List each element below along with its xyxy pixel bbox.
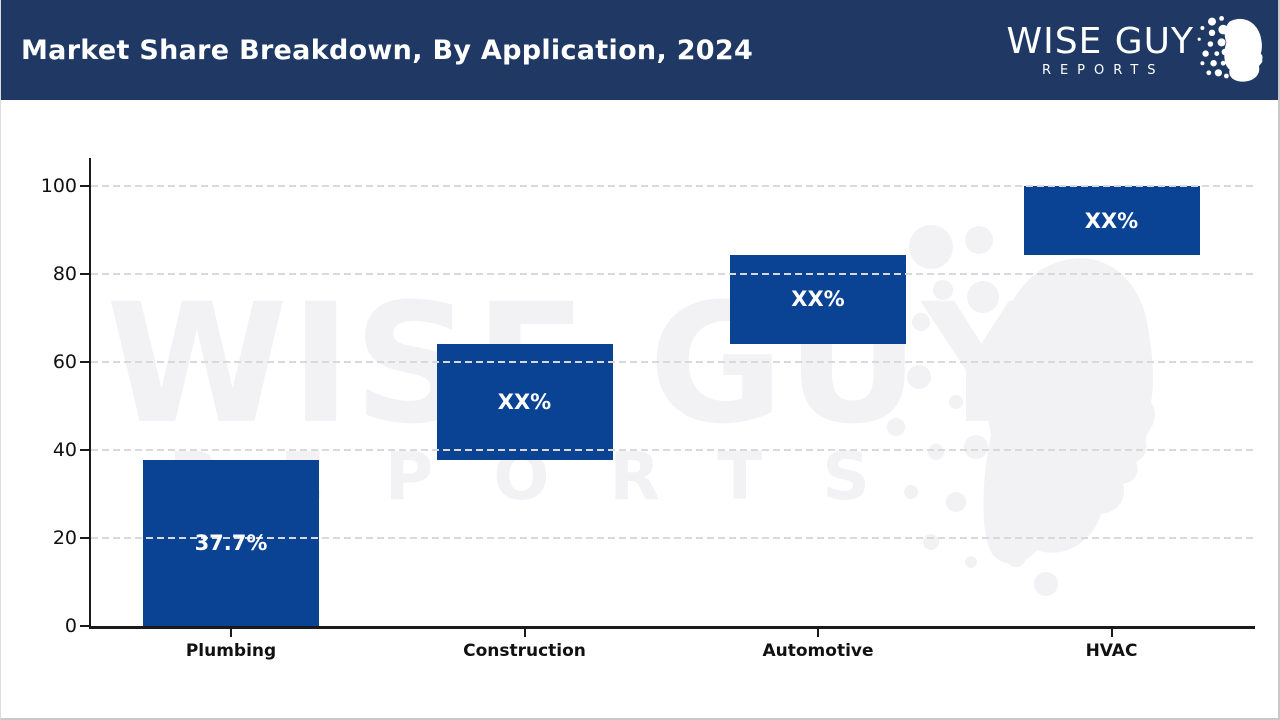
bar-plumbing xyxy=(143,460,319,626)
y-tick-label: 40 xyxy=(52,439,77,461)
y-tick xyxy=(80,185,89,187)
y-tick-label: 0 xyxy=(64,615,77,637)
x-axis-label-automotive: Automotive xyxy=(762,641,874,661)
gridline-80 xyxy=(91,273,1255,275)
page-title: Market Share Breakdown, By Application, … xyxy=(21,34,754,66)
y-tick-label: 80 xyxy=(52,263,77,285)
y-tick xyxy=(80,361,89,363)
header-banner: Market Share Breakdown, By Application, … xyxy=(1,0,1278,100)
y-tick xyxy=(80,537,89,539)
logo-head-icon xyxy=(1197,16,1263,82)
brand-logo: WISE GUY REPORTS xyxy=(1007,6,1269,94)
y-tick xyxy=(80,273,89,275)
x-axis xyxy=(89,626,1255,629)
x-tick xyxy=(230,629,232,637)
gridline-20 xyxy=(91,537,1255,539)
logo-wordmark-line2: REPORTS xyxy=(1041,62,1165,78)
y-tick-label: 100 xyxy=(40,175,77,197)
x-tick xyxy=(1110,629,1113,637)
watermark-head-logo xyxy=(878,225,1155,596)
bar-value-label: XX% xyxy=(497,389,552,414)
x-axis-label-hvac: HVAC xyxy=(1085,641,1138,661)
x-tick xyxy=(523,629,526,637)
logo-wordmark: WISE GUY REPORTS xyxy=(1006,20,1195,78)
x-axis-label-plumbing: Plumbing xyxy=(185,641,277,661)
bar-value-label: XX% xyxy=(1084,208,1139,233)
y-tick xyxy=(80,449,89,451)
bar-value-label: XX% xyxy=(791,287,845,312)
gridline-60 xyxy=(91,361,1255,363)
x-tick xyxy=(817,629,819,637)
bar-value-label: 37.7% xyxy=(194,531,268,556)
gridline-40 xyxy=(91,449,1255,451)
y-tick-label: 20 xyxy=(52,527,77,549)
bar-automotive xyxy=(730,255,906,344)
y-axis xyxy=(89,158,91,628)
bar-hvac xyxy=(1023,186,1200,256)
y-tick xyxy=(80,625,89,627)
logo-wordmark-line1: WISE GUY xyxy=(1006,20,1194,62)
x-axis-label-construction: Construction xyxy=(463,641,586,661)
gridline-100 xyxy=(91,185,1255,187)
y-tick-label: 60 xyxy=(52,351,77,373)
